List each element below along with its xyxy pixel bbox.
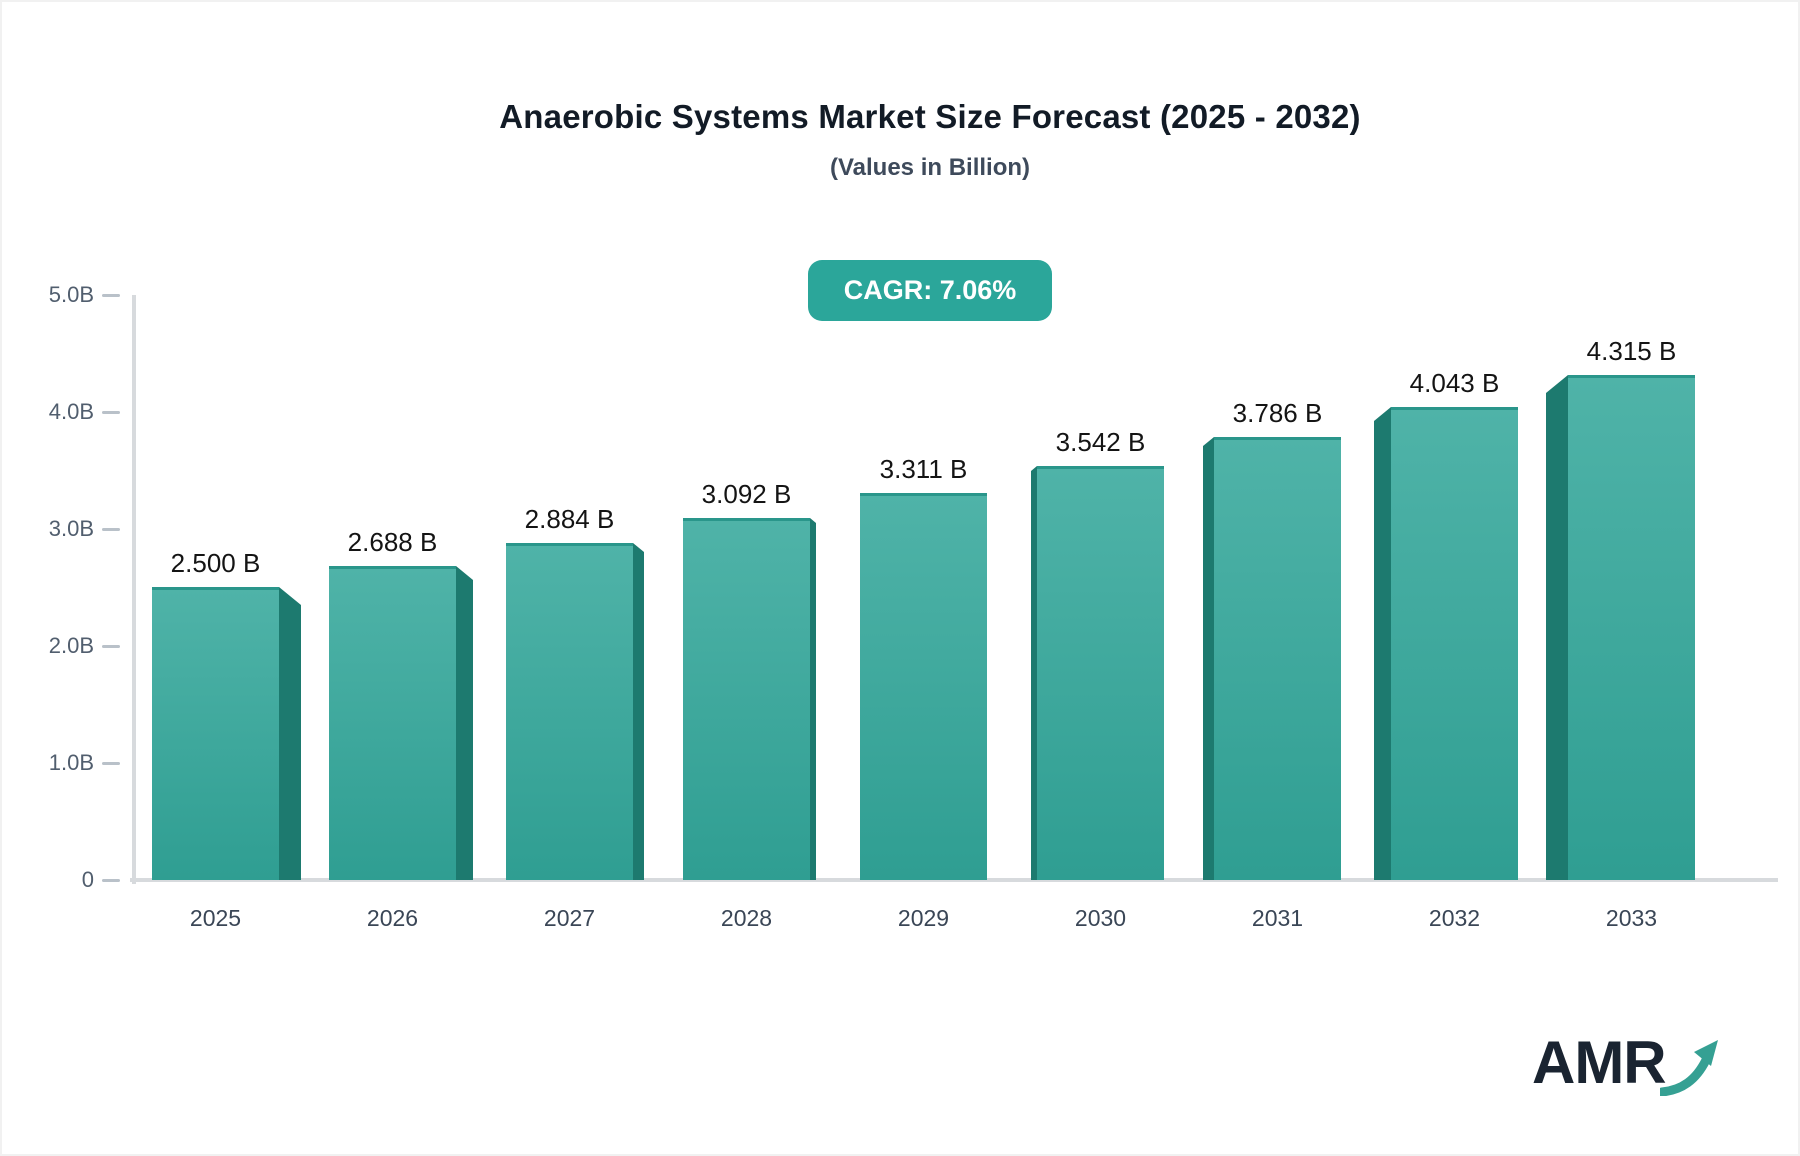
bar-value-label: 4.043 B xyxy=(1409,368,1500,398)
bar-front-face xyxy=(1568,375,1695,880)
x-axis-label: 2030 xyxy=(1074,905,1127,931)
bar-group-2025 xyxy=(152,587,301,880)
x-axis-label: 2025 xyxy=(189,905,242,931)
cagr-badge: CAGR: 7.06% xyxy=(807,260,1053,321)
bar-front-face xyxy=(1037,466,1164,880)
cagr-badge-row: CAGR: 7.06% xyxy=(62,260,1798,321)
bar-group-2031 xyxy=(1203,437,1341,880)
y-tick-label: 5.0B xyxy=(48,282,94,307)
bar-side-face xyxy=(1031,466,1037,880)
bar-front-face xyxy=(329,566,456,880)
bar-front-face xyxy=(683,518,810,880)
bar-group-2026 xyxy=(329,566,473,880)
y-axis-line xyxy=(132,295,136,884)
y-tick-label: 1.0B xyxy=(48,750,94,775)
bar-value-label: 4.315 B xyxy=(1586,336,1677,366)
bar-group-2033 xyxy=(1546,375,1695,880)
x-axis-label: 2026 xyxy=(366,905,419,931)
bar-side-face xyxy=(1203,437,1214,880)
bar-group-2032 xyxy=(1374,407,1518,880)
chart-title: Anaerobic Systems Market Size Forecast (… xyxy=(499,98,1361,135)
x-axis-label: 2028 xyxy=(720,905,773,931)
bar-group-2027 xyxy=(506,543,644,880)
x-axis-label: 2031 xyxy=(1251,905,1304,931)
y-tick-label: 2.0B xyxy=(48,633,94,658)
bar-value-label: 2.884 B xyxy=(524,504,615,534)
bar-side-face xyxy=(279,587,301,880)
bar-value-label: 2.500 B xyxy=(170,548,261,578)
x-axis-label: 2029 xyxy=(897,905,950,931)
bar-value-label: 3.311 B xyxy=(879,454,968,484)
y-tick-label: 4.0B xyxy=(48,399,94,424)
growth-arrow-icon xyxy=(1659,1040,1718,1096)
y-tick-dash xyxy=(102,645,120,648)
bar-side-face xyxy=(456,566,473,880)
chart-header: Anaerobic Systems Market Size Forecast (… xyxy=(62,98,1798,182)
y-tick-label: 3.0B xyxy=(48,516,94,541)
bar-value-label: 3.786 B xyxy=(1232,398,1323,428)
x-axis-line xyxy=(130,878,1778,882)
bar-side-face xyxy=(1546,375,1568,880)
amr-logo: AMR xyxy=(1532,1032,1718,1096)
bar-value-label: 3.092 B xyxy=(701,479,792,509)
bar-front-face xyxy=(152,587,279,880)
bar-group-2029 xyxy=(860,493,987,880)
x-axis-label: 2027 xyxy=(543,905,596,931)
y-tick-dash xyxy=(102,528,120,531)
bar-side-face xyxy=(1374,407,1391,880)
y-tick-label: 0 xyxy=(81,867,94,892)
bar-front-face xyxy=(860,493,987,880)
bar-group-2030 xyxy=(1031,466,1164,880)
bar-front-face xyxy=(1214,437,1341,880)
x-axis-label: 2032 xyxy=(1428,905,1481,931)
amr-logo-text: AMR xyxy=(1532,1029,1667,1096)
y-tick-dash xyxy=(102,879,120,882)
bar-front-face xyxy=(1391,407,1518,880)
y-tick-dash xyxy=(102,294,120,297)
y-tick-dash xyxy=(102,411,120,414)
bar-value-label: 3.542 B xyxy=(1055,427,1146,457)
x-axis-label: 2033 xyxy=(1605,905,1658,931)
bar-front-face xyxy=(506,543,633,880)
bar-side-face xyxy=(810,518,816,880)
bar-value-label: 2.688 B xyxy=(347,527,438,557)
bar-side-face xyxy=(633,543,644,880)
y-tick-dash xyxy=(102,762,120,765)
bar-group-2028 xyxy=(683,518,816,880)
chart-subtitle: (Values in Billion) xyxy=(829,154,1031,181)
